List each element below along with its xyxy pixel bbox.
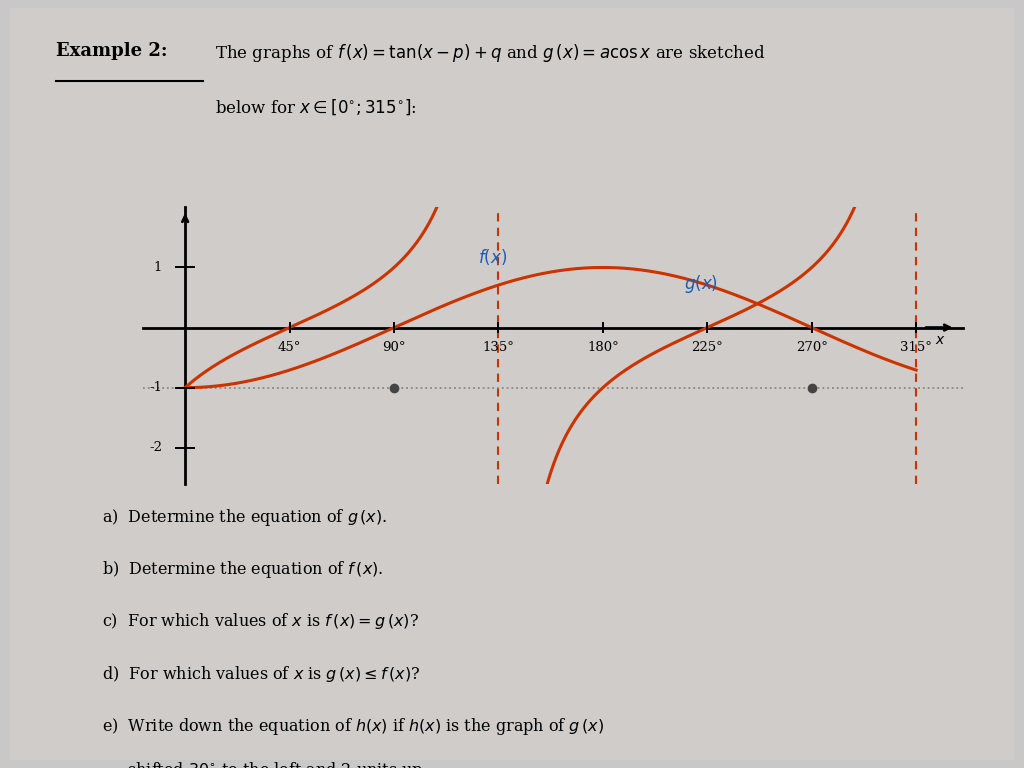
Text: 315°: 315° [900, 341, 932, 354]
Text: e)  Write down the equation of $h(x)$ if $h(x)$ is the graph of $g\,(x)$: e) Write down the equation of $h(x)$ if … [102, 716, 605, 737]
Text: -1: -1 [148, 381, 162, 394]
Text: Example 2:: Example 2: [56, 42, 168, 60]
Text: 45°: 45° [278, 341, 301, 354]
Text: $g(x)$: $g(x)$ [684, 273, 718, 294]
Text: b)  Determine the equation of $f\,(x)$.: b) Determine the equation of $f\,(x)$. [102, 559, 384, 580]
Text: a)  Determine the equation of $g\,(x)$.: a) Determine the equation of $g\,(x)$. [102, 507, 388, 528]
Text: below for $x\in\left[0^{\circ};315^{\circ}\right]$:: below for $x\in\left[0^{\circ};315^{\cir… [215, 98, 417, 117]
Text: 180°: 180° [587, 341, 618, 354]
Text: The graphs of $f\,(x)=\tan(x-p)+q$ and $g\,(x)=a\cos x$ are sketched: The graphs of $f\,(x)=\tan(x-p)+q$ and $… [215, 42, 765, 65]
Text: 90°: 90° [382, 341, 406, 354]
Text: -2: -2 [148, 442, 162, 455]
Text: d)  For which values of $x$ is $g\,(x)\leq f\,(x)$?: d) For which values of $x$ is $g\,(x)\le… [102, 664, 421, 684]
Text: 225°: 225° [691, 341, 723, 354]
Text: 135°: 135° [482, 341, 514, 354]
Text: c)  For which values of $x$ is $f\,(x)=g\,(x)$?: c) For which values of $x$ is $f\,(x)=g\… [102, 611, 420, 631]
Text: 1: 1 [154, 261, 162, 274]
Text: shifted $30^{\circ}$ to the left and 2 units up.: shifted $30^{\circ}$ to the left and 2 u… [102, 760, 428, 768]
Text: 270°: 270° [796, 341, 827, 354]
Text: $f(x)$: $f(x)$ [477, 247, 507, 266]
Text: $x$: $x$ [935, 333, 945, 346]
